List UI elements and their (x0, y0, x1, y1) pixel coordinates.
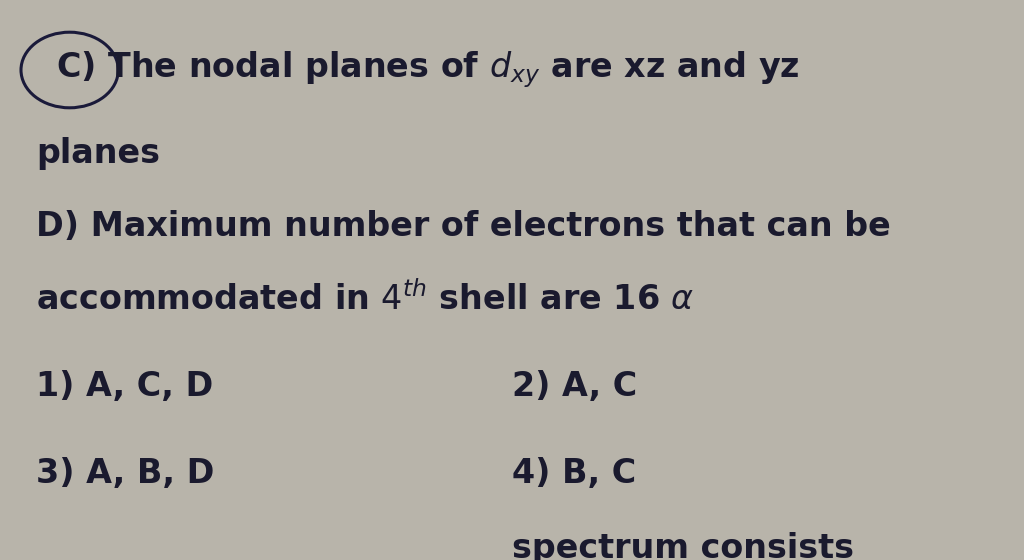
Text: spectrum consists: spectrum consists (512, 533, 854, 560)
Text: 3) A, B, D: 3) A, B, D (36, 457, 214, 489)
Text: 1) A, C, D: 1) A, C, D (36, 370, 213, 403)
Text: C) The nodal planes of $d_{xy}$ are xz and yz: C) The nodal planes of $d_{xy}$ are xz a… (56, 50, 800, 90)
Text: 4) B, C: 4) B, C (512, 457, 636, 489)
Text: 2) A, C: 2) A, C (512, 370, 637, 403)
Text: D) Maximum number of electrons that can be: D) Maximum number of electrons that can … (36, 211, 891, 243)
Text: accommodated in $4^{th}$ shell are 16 $\alpha$: accommodated in $4^{th}$ shell are 16 $\… (36, 282, 694, 318)
Text: planes: planes (36, 138, 160, 170)
